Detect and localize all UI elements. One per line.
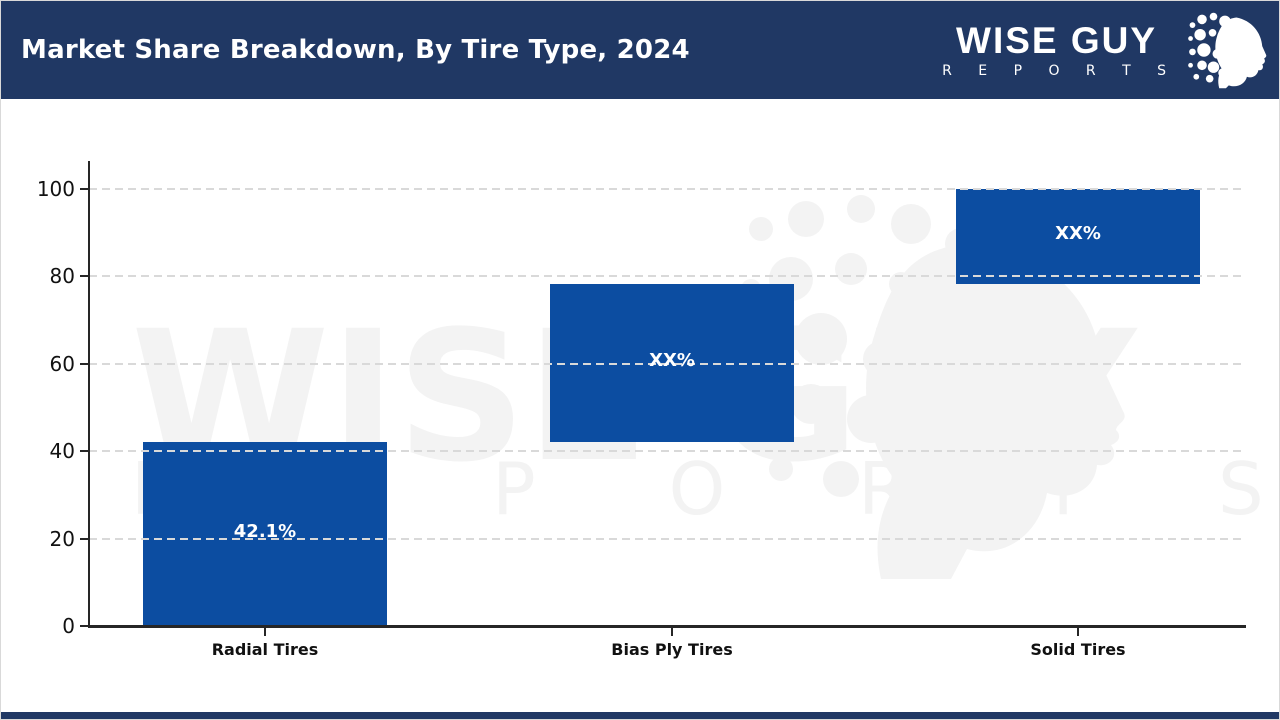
- y-tick-label-100: 100: [36, 176, 75, 201]
- x-axis-line: [88, 625, 1246, 628]
- logo-wordmark: WISE GUY R E P O R T S: [936, 22, 1177, 79]
- chart-area: WISE GUY R E P O R T S 42.1%XX%XX%020406…: [1, 99, 1279, 715]
- y-tick-label-0: 0: [62, 614, 75, 638]
- y-tick-label-40: 40: [49, 439, 75, 463]
- y-tick-mark-0: [80, 625, 88, 627]
- bar-0: [143, 441, 387, 626]
- y-tick-mark-40: [80, 450, 88, 452]
- x-tick-mark-0: [264, 628, 266, 636]
- x-category-label-2: Solid Tires: [1030, 640, 1126, 659]
- x-tick-mark-1: [671, 628, 673, 636]
- y-tick-mark-80: [80, 275, 88, 277]
- y-tick-label-80: 80: [49, 264, 75, 288]
- bar-value-label-1: XX%: [649, 349, 695, 371]
- wise-guy-logo: WISE GUY R E P O R T S: [936, 10, 1267, 90]
- gridline-60: [89, 362, 1246, 365]
- bar-value-label-0: 42.1%: [233, 520, 297, 542]
- gridline-80: [89, 275, 1246, 277]
- x-tick-mark-2: [1077, 628, 1079, 636]
- logo-line2: R E P O R T S: [942, 62, 1177, 79]
- bar-value-label-2: XX%: [1055, 223, 1101, 245]
- x-category-label-0: Radial Tires: [211, 640, 319, 659]
- y-tick-mark-60: [80, 362, 88, 365]
- y-tick-mark-100: [80, 187, 88, 190]
- x-category-label-1: Bias Ply Tires: [611, 640, 733, 659]
- y-axis-line: [88, 161, 90, 628]
- y-tick-label-60: 60: [49, 351, 75, 376]
- gridline-20: [89, 537, 1246, 540]
- footer-bar: [1, 712, 1279, 719]
- logo-line1: WISE GUY: [956, 19, 1158, 61]
- page-title: Market Share Breakdown, By Tire Type, 20…: [21, 35, 690, 65]
- gridline-40: [89, 450, 1246, 452]
- logo-head-icon: [1188, 12, 1267, 89]
- gridline-100: [89, 187, 1246, 190]
- bar-2: [956, 188, 1200, 284]
- y-tick-label-20: 20: [49, 526, 75, 551]
- header-bar: Market Share Breakdown, By Tire Type, 20…: [1, 1, 1279, 99]
- y-tick-mark-20: [80, 537, 88, 540]
